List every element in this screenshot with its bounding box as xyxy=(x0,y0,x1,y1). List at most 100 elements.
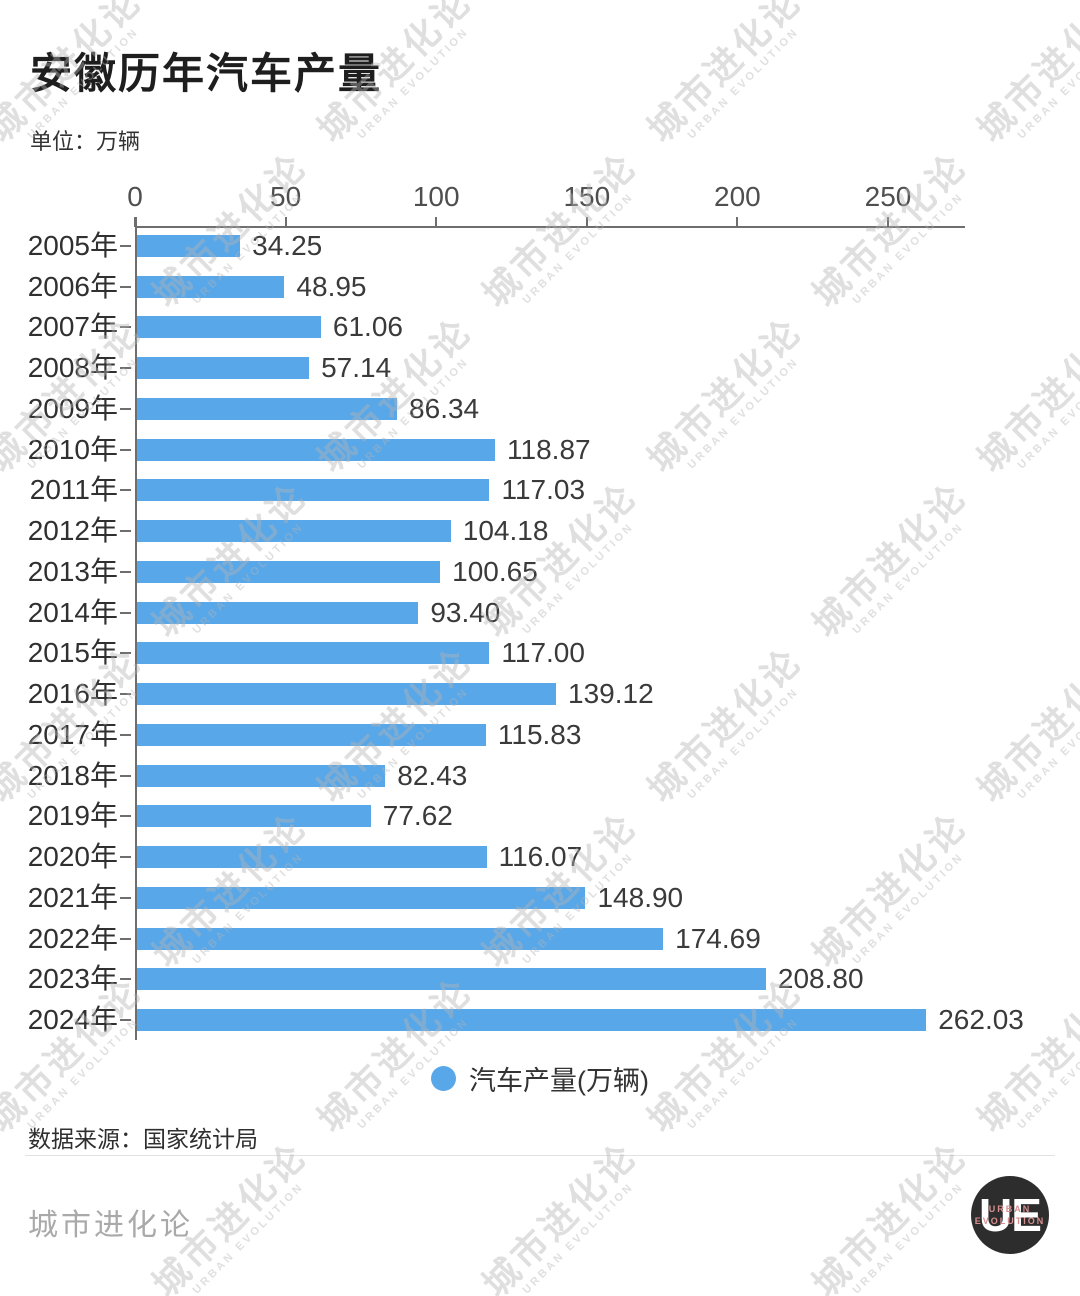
y-tick-mark xyxy=(120,815,131,818)
year-label: 2016年 xyxy=(27,678,118,710)
y-tick-mark xyxy=(120,407,131,410)
watermark-en: URBAN EVOLUTION xyxy=(685,355,802,472)
year-label: 2012年 xyxy=(27,515,118,547)
y-tick-mark xyxy=(120,448,131,451)
y-tick-mark xyxy=(120,774,131,777)
watermark: 城市进化论 URBAN EVOLUTION xyxy=(639,0,819,159)
x-tick-label: 50 xyxy=(270,181,302,212)
x-tick-mark xyxy=(736,217,739,227)
year-label: 2015年 xyxy=(27,637,118,669)
watermark-en: URBAN EVOLUTION xyxy=(190,1180,307,1296)
x-tick-mark xyxy=(887,217,889,227)
bar xyxy=(137,357,310,380)
y-tick-mark xyxy=(120,367,131,370)
value-label: 48.95 xyxy=(296,270,367,302)
watermark-cn: 城市进化论 xyxy=(639,309,810,480)
value-label: 57.14 xyxy=(321,352,392,384)
year-label: 2019年 xyxy=(27,800,118,832)
legend-label: 汽车产量(万辆) xyxy=(469,1065,649,1096)
y-tick-mark xyxy=(120,652,131,655)
value-label: 262.03 xyxy=(938,1004,1024,1036)
bar xyxy=(137,235,241,257)
y-tick-mark xyxy=(120,937,131,940)
watermark-cn: 城市进化论 xyxy=(639,639,810,810)
bar xyxy=(137,968,766,991)
watermark: 城市进化论 URBAN EVOLUTION xyxy=(639,639,819,819)
value-label: 77.62 xyxy=(382,800,453,832)
watermark-cn: 城市进化论 xyxy=(639,0,810,150)
legend-dot-icon xyxy=(431,1065,456,1091)
bar xyxy=(137,520,451,543)
watermark-en: URBAN EVOLUTION xyxy=(1015,25,1080,142)
bar xyxy=(137,642,490,665)
bar xyxy=(137,438,496,461)
watermark: 城市进化论 URBAN EVOLUTION xyxy=(969,309,1080,489)
bar xyxy=(137,927,664,950)
y-tick-mark xyxy=(120,570,131,573)
logo-monogram: UE xyxy=(979,1189,1042,1241)
year-label: 2006年 xyxy=(27,270,118,302)
y-tick-mark xyxy=(120,245,131,247)
watermark-cn: 城市进化论 xyxy=(474,144,645,315)
bar xyxy=(137,275,285,298)
value-label: 115.83 xyxy=(497,718,582,750)
watermark-cn: 城市进化论 xyxy=(969,309,1080,480)
bar xyxy=(137,560,441,583)
y-tick-mark xyxy=(120,530,131,533)
x-axis-line xyxy=(135,226,965,228)
bar xyxy=(137,316,321,339)
year-label: 2024年 xyxy=(27,1004,118,1036)
x-tick-mark xyxy=(134,217,136,227)
value-label: 117.00 xyxy=(501,637,585,669)
year-label: 2009年 xyxy=(27,392,118,424)
logo-subtext-line1: URBAN xyxy=(988,1204,1032,1214)
watermark-en: URBAN EVOLUTION xyxy=(1015,685,1080,802)
x-tick-label: 100 xyxy=(412,181,460,212)
y-axis-line xyxy=(135,217,137,1040)
y-tick-mark xyxy=(120,611,131,614)
y-tick-mark xyxy=(120,856,131,859)
bar xyxy=(137,764,386,787)
value-label: 139.12 xyxy=(568,678,654,710)
year-label: 2005年 xyxy=(27,230,118,261)
watermark-cn: 城市进化论 xyxy=(309,969,480,1140)
page-title: 安徽历年汽车产量 xyxy=(30,50,383,97)
x-tick-label: 0 xyxy=(127,181,143,212)
y-tick-mark xyxy=(120,896,131,899)
logo-subtext-line2: EVOLUTION xyxy=(974,1216,1046,1226)
watermark-en: URBAN EVOLUTION xyxy=(685,25,802,142)
year-label: 2014年 xyxy=(27,596,118,628)
y-tick-mark xyxy=(120,693,131,696)
watermark-cn: 城市进化论 xyxy=(804,1134,975,1296)
bar xyxy=(137,397,398,420)
footer-divider xyxy=(25,1155,1055,1156)
watermark-cn: 城市进化论 xyxy=(804,474,975,645)
brand-name: 城市进化论 xyxy=(28,1209,193,1242)
year-label: 2007年 xyxy=(27,311,118,343)
bar xyxy=(137,846,487,869)
value-label: 117.03 xyxy=(501,474,586,506)
value-label: 104.18 xyxy=(462,515,549,547)
watermark: 城市进化论 URBAN EVOLUTION xyxy=(804,804,984,984)
unit-label: 单位：万辆 xyxy=(30,129,141,154)
watermark-cn: 城市进化论 xyxy=(969,0,1080,150)
watermark-en: URBAN EVOLUTION xyxy=(685,685,802,802)
bar xyxy=(137,1009,927,1032)
y-tick-mark xyxy=(120,489,131,492)
year-label: 2013年 xyxy=(27,555,118,587)
watermark-en: URBAN EVOLUTION xyxy=(850,1180,967,1296)
logo-subtext: URBAN EVOLUTION xyxy=(971,1203,1049,1227)
bar xyxy=(137,479,490,502)
watermark-en: URBAN EVOLUTION xyxy=(1015,355,1080,472)
watermark-cn: 城市进化论 xyxy=(804,804,975,975)
watermark-cn: 城市进化论 xyxy=(474,1134,645,1296)
urban-evolution-logo: UE URBAN EVOLUTION xyxy=(971,1176,1049,1254)
year-label: 2023年 xyxy=(27,963,118,995)
y-tick-mark xyxy=(120,978,131,981)
bar xyxy=(137,683,557,706)
value-label: 118.87 xyxy=(507,433,591,465)
legend: 汽车产量(万辆) xyxy=(0,1062,1080,1096)
x-tick-mark xyxy=(284,217,287,227)
value-label: 82.43 xyxy=(397,759,468,791)
